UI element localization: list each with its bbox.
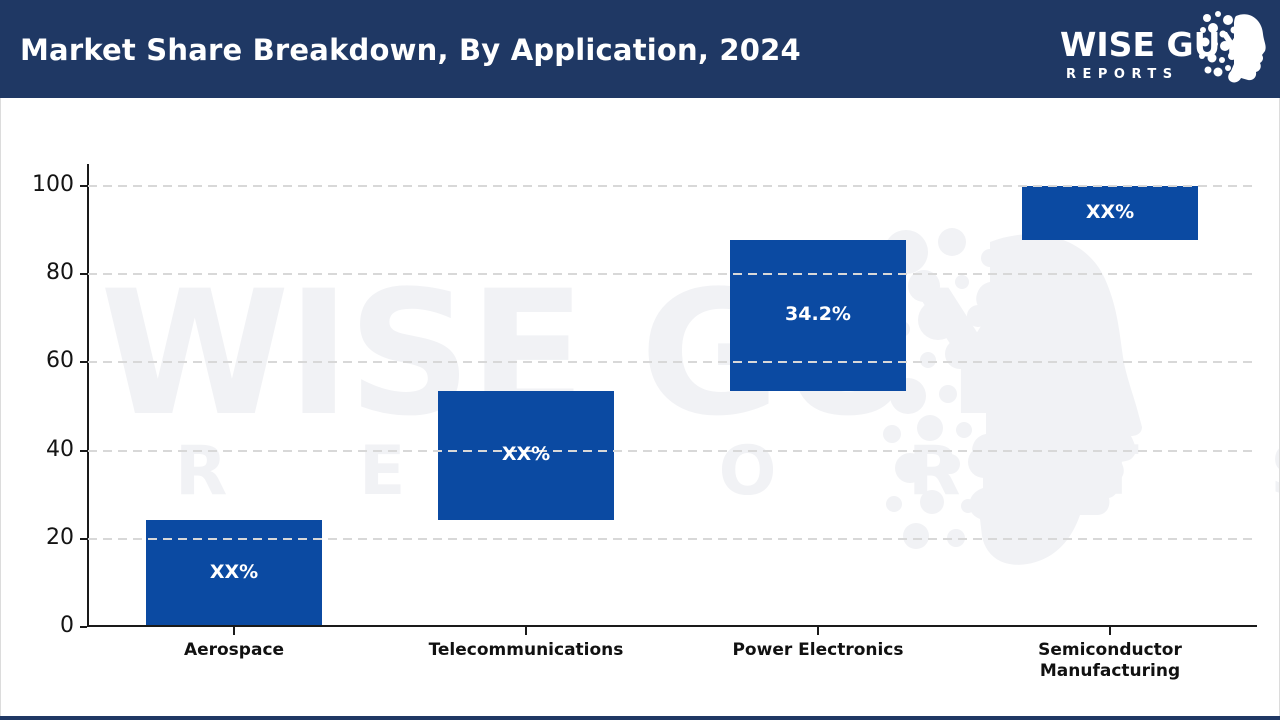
bar-value-label: XX% [1085, 200, 1135, 223]
y-tick-label-80: 80 [46, 260, 74, 286]
bar-value-label: XX% [209, 561, 259, 584]
y-tick-80 [80, 273, 87, 276]
gridline-y100 [88, 185, 1256, 187]
wise-guy-reports-logo: WISE GUY REPORTS [1022, 4, 1272, 94]
x-tick-4 [1109, 627, 1111, 635]
bar-power-electronics: 34.2% [730, 239, 906, 391]
x-tick-label-semiconductor-manufacturing: Semiconductor Manufacturing [1038, 640, 1182, 682]
y-tick-label-40: 40 [46, 436, 74, 462]
bar-value-label: 34.2% [785, 303, 851, 326]
x-tick-label-power-electronics: Power Electronics [732, 640, 904, 660]
logo-text-sub: REPORTS [1066, 67, 1179, 82]
y-tick-label-20: 20 [46, 524, 74, 550]
bar-semiconductor-manufacturing: XX% [1022, 186, 1198, 240]
gridline-y40 [88, 449, 1256, 452]
plot-area: 0 20 40 60 80 100 XX% Aerospace XX% Telecommunica… [32, 174, 1256, 681]
x-tick-3 [817, 627, 819, 635]
y-tick-60 [80, 361, 87, 364]
gridline-y80 [88, 273, 1256, 276]
y-tick-100 [80, 185, 87, 187]
x-axis-line [87, 625, 1257, 627]
y-tick-40 [80, 449, 87, 452]
y-tick-0 [80, 626, 87, 628]
logo-head-dots-icon [1199, 11, 1266, 83]
x-tick-1 [233, 627, 235, 635]
y-tick-label-100: 100 [32, 172, 74, 197]
page-title: Market Share Breakdown, By Application, … [20, 33, 801, 67]
logo-graphic: WISE GUY REPORTS [1060, 11, 1266, 83]
x-tick-label-telecommunications: Telecommunications [428, 640, 624, 660]
bar-telecommunications: XX% [438, 390, 614, 520]
left-edge-border [0, 98, 1, 716]
header-bar: Market Share Breakdown, By Application, … [0, 0, 1280, 98]
x-tick-label-aerospace: Aerospace [183, 640, 285, 660]
footer-bar [0, 716, 1280, 720]
gridline-y60 [88, 361, 1256, 364]
y-axis-line [87, 164, 89, 627]
bar-aerospace: XX% [146, 519, 322, 627]
y-tick-20 [80, 537, 87, 540]
gridline-y20 [88, 537, 1256, 540]
bar-value-label: XX% [501, 443, 551, 466]
y-tick-label-0: 0 [60, 613, 74, 638]
y-tick-label-60: 60 [46, 348, 74, 374]
x-tick-2 [525, 627, 527, 635]
